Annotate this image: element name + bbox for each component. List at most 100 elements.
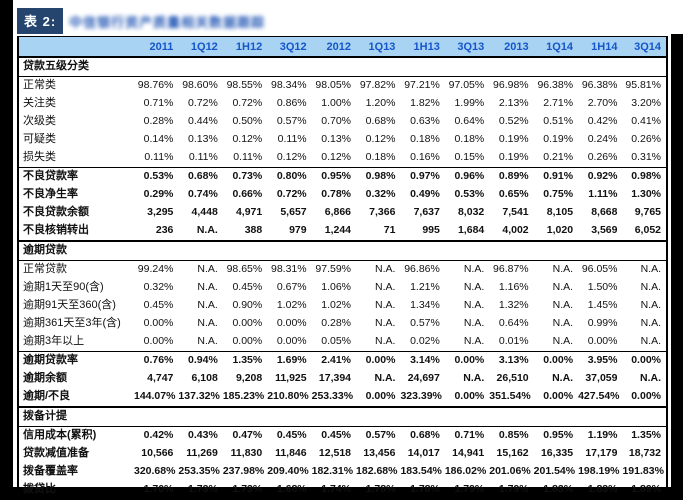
cell-value: 0.96% [444,167,490,186]
table-row: 逾期余额 4,747 6,108 9,208 11,925 17,394 N.A. 24,69… [18,370,667,388]
cell-value: 0.18% [410,133,440,146]
cell-value: 37,059 [585,372,618,385]
cell-value: 11,830 [230,447,263,460]
cell-value: 7,366 [369,206,396,219]
cell-value: 0.00% [444,388,490,408]
row-label: 正常贷款 [23,263,67,276]
cell-value: 17,394 [318,372,352,385]
cell-value: N.A. [463,281,485,294]
cell-value: 7,541 [502,206,529,219]
cell-value: N.A. [640,335,661,348]
cell-value: 0.21% [543,151,574,164]
column-header: 1Q12 [178,36,223,58]
cell-value: 0.00% [356,351,401,370]
cell-value: 0.29% [143,188,174,201]
cell-value: N.A. [640,281,661,294]
cell-value: 0.45% [276,429,307,442]
cell-value: 14,941 [452,447,485,460]
section-header-row: 贷款五级分类 [18,57,667,77]
cell-value: 3.20% [631,97,661,110]
column-header: 1H12 [222,36,268,58]
table-row: 不良贷款率 0.53% 0.68% 0.73% 0.80% 0.95% 0.98% 0.97%… [18,167,667,186]
cell-value: 0.00% [232,317,263,330]
column-header: 1Q14 [533,36,579,58]
row-label: 不良净生率 [23,188,78,201]
cell-value: 1.11% [588,188,618,201]
table-row: 不良核销转出 236 N.A. 388 979 1,244 71 995 1,684 4,002 1… [18,222,667,242]
cell-value: N.A. [375,335,396,348]
cell-value: N.A. [552,263,574,276]
cell-value: 0.42% [143,429,174,442]
cell-value: 3.13% [489,351,534,370]
cell-value: 0.24% [587,133,618,146]
cell-value: 4,971 [235,206,263,219]
cell-value: 0.19% [498,151,529,164]
cell-value: 0.26% [631,133,661,146]
cell-value: 185.23% [222,388,268,408]
table-row: 拨贷比 1.70% 1.73% 1.73% 1.68% 1.74% 1.78% 1.78% 1.… [18,481,667,500]
cell-value: 3.95% [578,351,623,370]
cell-value: 1.35% [631,429,661,442]
column-header: 3Q12 [267,36,312,58]
cell-value: 2.41% [311,351,357,370]
cell-value: N.A. [463,372,485,385]
cell-value: N.A. [640,299,661,312]
table-row: 正常贷款 99.24% N.A. 98.65% 98.31% 97.59% N.A. 96.8… [18,261,667,280]
cell-value: 3,295 [147,206,174,219]
cell-value: 8,668 [591,206,618,219]
scan-edge-left [0,0,13,500]
cell-value: 5,657 [280,206,307,219]
cell-value: 2.13% [498,97,529,110]
cell-value: 4,002 [489,222,534,242]
cell-value: 11,925 [275,372,307,385]
cell-value: 1.70% [143,483,174,496]
report-title-blurred: 中信银行资产质量相关数据跟踪 [69,14,266,30]
cell-value: 0.00% [276,317,307,330]
cell-value: 12,518 [318,447,352,460]
cell-value: N.A. [552,317,574,330]
cell-value: 1,244 [311,222,357,242]
cell-value: 0.68% [178,167,223,186]
cell-value: 0.63% [410,115,440,128]
cell-value: 0.57% [276,115,307,128]
cell-value: 0.13% [188,133,218,146]
cell-value: 4,747 [147,372,174,385]
cell-value: 98.60% [182,79,218,92]
cell-value: 0.15% [454,151,485,164]
scan-edge-bottom [0,487,683,500]
cell-value: 0.90% [232,299,263,312]
cell-value: N.A. [375,299,396,312]
cell-value: 1.34% [410,299,440,312]
cell-value: 0.14% [143,133,174,146]
cell-value: 0.13% [321,133,352,146]
table-row: 正常类 98.76% 98.60% 98.55% 98.34% 98.05% 97.82% 9… [18,77,667,96]
cell-value: 0.32% [143,281,174,294]
cell-value: 96.05% [581,263,618,276]
cell-value: 0.28% [321,317,352,330]
cell-value: 0.72% [188,97,218,110]
cell-value: 96.98% [493,79,529,92]
column-header: 2012 [311,36,357,58]
cell-value: 0.76% [134,351,179,370]
cell-value: 96.38% [581,79,618,92]
cell-value: 98.55% [226,79,263,92]
cell-value: 0.00% [356,388,401,408]
cell-value: 1.32% [498,299,529,312]
row-label: 逾期3年以上 [23,335,85,348]
cell-value: 0.00% [444,351,490,370]
table-row: 拨备覆盖率 320.68% 253.35% 237.98% 209.40% 182.31%… [18,463,667,481]
cell-value: 0.43% [188,429,218,442]
table-row: 贷款减值准备 10,566 11,269 11,830 11,846 12,518 13,4… [18,445,667,463]
table-row: 关注类 0.71% 0.72% 0.72% 0.86% 1.00% 1.20% 1.82% 1.… [18,95,667,113]
cell-value: 0.18% [454,133,485,146]
scan-edge-right [671,34,683,500]
cell-value: 1.69% [267,351,312,370]
table-row: 损失类 0.11% 0.11% 0.11% 0.12% 0.12% 0.18% 0.16% 0.… [18,149,667,168]
cell-value: 183.54% [400,465,442,478]
cell-value: 4,448 [191,206,218,219]
cell-value: 14,017 [407,447,440,460]
column-header: 3Q13 [444,36,490,58]
cell-value: 16,335 [540,447,574,460]
cell-value: 0.18% [365,151,396,164]
cell-value: N.A. [463,263,485,276]
